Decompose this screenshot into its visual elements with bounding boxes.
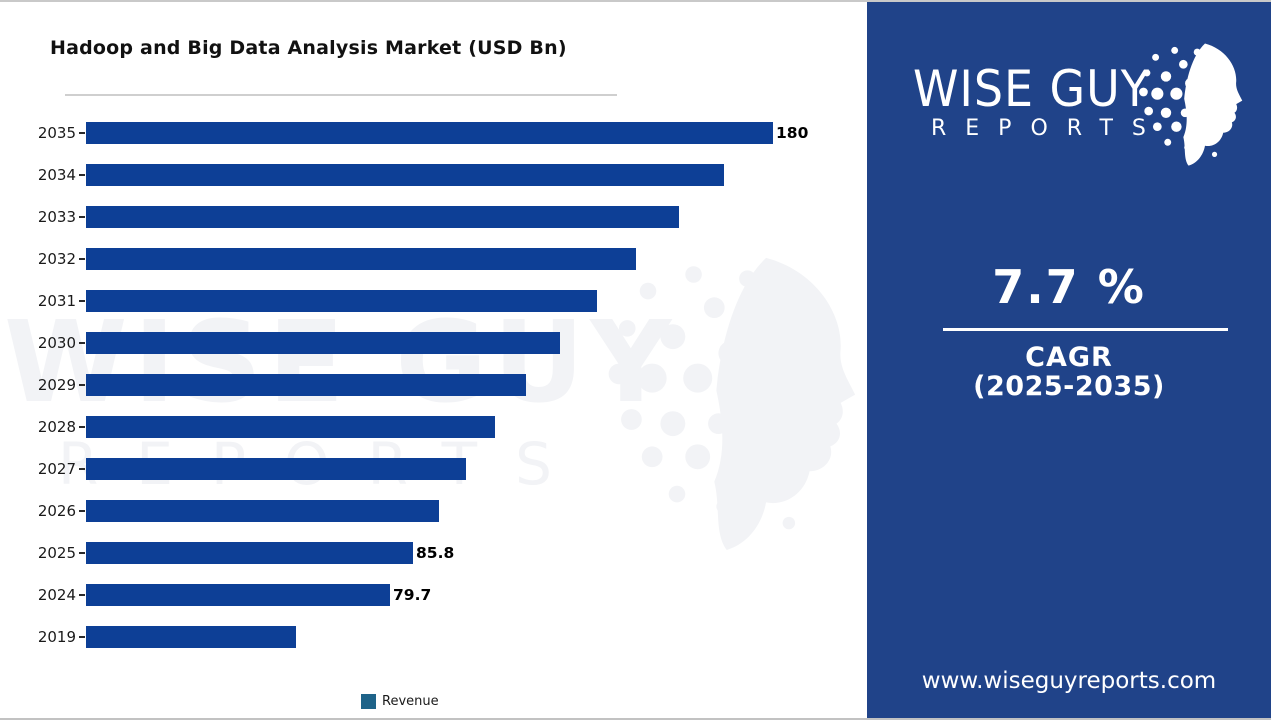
title-divider	[65, 94, 617, 96]
bar-value-label: 180	[776, 124, 809, 142]
year-tick-label: 2025	[37, 544, 76, 562]
bar-row: 2029	[0, 364, 808, 406]
website-url[interactable]: www.wiseguyreports.com	[921, 668, 1217, 694]
bar-row: 2019	[0, 616, 808, 658]
bar-row: 2025 85.8	[0, 532, 808, 574]
legend: Revenue	[361, 694, 439, 709]
bar-row: 2024 79.7	[0, 574, 808, 616]
cagr-value: 7.7 %	[992, 260, 1146, 314]
axis-tick	[79, 174, 85, 176]
axis-tick	[79, 636, 85, 638]
revenue-bar	[86, 626, 296, 648]
bar-row: 2031	[0, 280, 808, 322]
head-profile-icon	[1139, 43, 1243, 166]
axis-tick	[79, 300, 85, 302]
axis-tick	[79, 258, 85, 260]
year-tick-label: 2033	[37, 208, 76, 226]
revenue-bar	[86, 332, 560, 354]
axis-tick	[79, 426, 85, 428]
year-tick-label: 2027	[37, 460, 76, 478]
cagr-divider	[943, 328, 1228, 331]
year-tick-label: 2032	[37, 250, 76, 268]
bar-value-label: 79.7	[393, 586, 432, 604]
revenue-bar	[86, 122, 773, 144]
chart-panel: WISE GUY REPORTS Hadoop and Big Data Ana…	[0, 2, 867, 718]
year-tick-label: 2030	[37, 334, 76, 352]
revenue-bar	[86, 164, 724, 186]
axis-tick	[79, 384, 85, 386]
revenue-bar	[86, 416, 495, 438]
year-tick-label: 2026	[37, 502, 76, 520]
revenue-bar	[86, 458, 466, 480]
chart-title: Hadoop and Big Data Analysis Market (USD…	[50, 37, 567, 59]
year-tick-label: 2019	[37, 628, 76, 646]
revenue-bar	[86, 542, 413, 564]
legend-label: Revenue	[382, 694, 439, 709]
logo-wiseguy-text: WISE GUY	[913, 60, 1150, 118]
bar-row: 2035 180	[0, 112, 808, 154]
cagr-range: (2025-2035)	[973, 371, 1165, 402]
revenue-bar	[86, 206, 679, 228]
bar-row: 2033	[0, 196, 808, 238]
axis-tick	[79, 342, 85, 344]
year-tick-label: 2034	[37, 166, 76, 184]
bar-row: 2028	[0, 406, 808, 448]
year-tick-label: 2024	[37, 586, 76, 604]
revenue-bar	[86, 290, 597, 312]
cagr-label: CAGR	[1025, 342, 1113, 373]
axis-tick	[79, 132, 85, 134]
bar-value-label: 85.8	[416, 544, 455, 562]
year-tick-label: 2035	[37, 124, 76, 142]
axis-tick	[79, 594, 85, 596]
legend-color-swatch	[361, 694, 376, 709]
revenue-bar	[86, 248, 636, 270]
axis-tick	[79, 552, 85, 554]
axis-tick	[79, 468, 85, 470]
bar-row: 2032	[0, 238, 808, 280]
logo-reports-text: REPORTS	[931, 116, 1165, 141]
bar-row: 2027	[0, 448, 808, 490]
axis-tick	[79, 216, 85, 218]
bar-plot: 2035 180 2034 2033 2032 2031	[0, 112, 808, 658]
axis-tick	[79, 510, 85, 512]
revenue-bar	[86, 584, 390, 606]
year-tick-label: 2028	[37, 418, 76, 436]
bar-row: 2030	[0, 322, 808, 364]
brand-panel: WISE GUY REPORTS 7.7 % CAGR (2025-2035) …	[867, 2, 1271, 718]
bar-row: 2026	[0, 490, 808, 532]
revenue-bar	[86, 374, 526, 396]
revenue-bar	[86, 500, 439, 522]
bar-row: 2034	[0, 154, 808, 196]
year-tick-label: 2031	[37, 292, 76, 310]
year-tick-label: 2029	[37, 376, 76, 394]
